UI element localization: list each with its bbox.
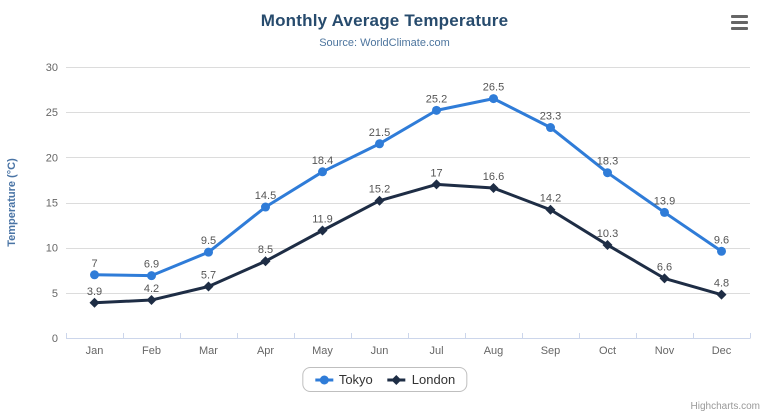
context-menu-button[interactable]	[731, 15, 748, 30]
data-point-tokyo[interactable]	[204, 247, 213, 257]
data-label: 7	[91, 258, 97, 270]
data-point-london[interactable]	[146, 295, 157, 306]
y-axis-tick-label: 30	[46, 62, 58, 74]
data-point-london[interactable]	[260, 256, 271, 267]
data-label: 14.5	[255, 190, 276, 202]
data-label: 13.9	[654, 195, 675, 207]
data-label: 8.5	[258, 244, 273, 256]
x-axis-tick-label: Jul	[429, 345, 443, 357]
x-axis-tick-label: Jun	[371, 345, 389, 357]
data-label: 21.5	[369, 127, 390, 139]
series-line-london	[93, 182, 723, 305]
data-point-tokyo[interactable]	[489, 94, 498, 104]
chart-title: Monthly Average Temperature	[260, 11, 509, 30]
data-label: 6.9	[144, 259, 159, 271]
x-axis-tick-label: Mar	[199, 345, 218, 357]
x-axis-tick-label: May	[312, 345, 333, 357]
x-axis-tick-label: Oct	[599, 345, 616, 357]
x-axis-tick-label: Dec	[712, 345, 732, 357]
data-label: 18.4	[312, 155, 333, 167]
y-axis-tick-label: 25	[46, 107, 58, 119]
highcharts-credit-link[interactable]: Highcharts.com	[690, 401, 760, 412]
data-point-london[interactable]	[431, 179, 442, 190]
data-point-london[interactable]	[602, 239, 613, 250]
x-axis-tick-label: Aug	[484, 345, 504, 357]
data-point-london[interactable]	[488, 183, 499, 194]
data-label: 16.6	[483, 171, 504, 183]
data-point-london[interactable]	[716, 289, 727, 300]
x-axis-tick-label: Jan	[86, 345, 104, 357]
x-axis-tick-label: Apr	[257, 345, 274, 357]
hamburger-icon	[731, 27, 748, 30]
data-point-london[interactable]	[374, 195, 385, 206]
data-label: 10.3	[597, 228, 618, 240]
y-axis-tick-label: 15	[46, 198, 58, 210]
data-label: 11.9	[312, 214, 333, 226]
data-point-london[interactable]	[89, 297, 100, 308]
y-axis-tick-label: 0	[52, 333, 58, 345]
data-label: 23.3	[540, 111, 561, 123]
data-label: 26.5	[483, 82, 504, 94]
data-point-london[interactable]	[659, 273, 670, 284]
data-point-tokyo[interactable]	[147, 271, 156, 281]
data-point-tokyo[interactable]	[432, 105, 441, 115]
data-label: 3.9	[87, 286, 102, 298]
data-label: 18.3	[597, 156, 618, 168]
y-axis-tick-label: 5	[52, 288, 58, 300]
x-axis-tick-label: Feb	[142, 345, 161, 357]
data-label: 4.2	[144, 283, 159, 295]
data-label: 25.2	[426, 93, 447, 105]
y-axis-tick-label: 10	[46, 243, 58, 255]
legend: Tokyo London	[301, 367, 468, 392]
legend-item-tokyo[interactable]: Tokyo	[314, 372, 373, 387]
data-point-tokyo[interactable]	[660, 207, 669, 217]
data-point-tokyo[interactable]	[261, 202, 270, 212]
data-point-tokyo[interactable]	[603, 168, 612, 178]
data-label: 17	[430, 167, 442, 179]
data-point-london[interactable]	[203, 281, 214, 292]
hamburger-icon	[731, 15, 748, 18]
y-axis-tick-label: 20	[46, 152, 58, 164]
legend-label-tokyo: Tokyo	[338, 372, 373, 387]
data-point-tokyo[interactable]	[375, 139, 384, 149]
legend-item-london[interactable]: London	[387, 372, 455, 387]
data-point-tokyo[interactable]	[90, 270, 99, 280]
data-label: 5.7	[201, 270, 216, 282]
series-line-tokyo	[93, 97, 723, 278]
data-label: 4.8	[714, 278, 729, 290]
data-point-tokyo[interactable]	[546, 123, 555, 133]
x-axis-tick-label: Nov	[655, 345, 675, 357]
data-point-london[interactable]	[545, 204, 556, 215]
x-axis-tick-label: Sep	[541, 345, 561, 357]
tokyo-legend-marker-icon	[314, 375, 333, 384]
legend-label-london: London	[411, 372, 456, 387]
chart-subtitle: Source: WorldClimate.com	[319, 37, 450, 49]
data-label: 14.2	[540, 193, 561, 205]
data-point-tokyo[interactable]	[318, 167, 327, 177]
london-legend-marker-icon	[387, 374, 406, 385]
data-label: 6.6	[657, 261, 672, 273]
data-label: 9.6	[714, 234, 729, 246]
data-label: 9.5	[201, 235, 216, 247]
data-label: 15.2	[369, 184, 390, 196]
hamburger-icon	[731, 21, 748, 24]
y-axis-title: Temperature (°C)	[6, 158, 18, 247]
data-point-london[interactable]	[317, 225, 328, 236]
data-point-tokyo[interactable]	[717, 246, 726, 256]
